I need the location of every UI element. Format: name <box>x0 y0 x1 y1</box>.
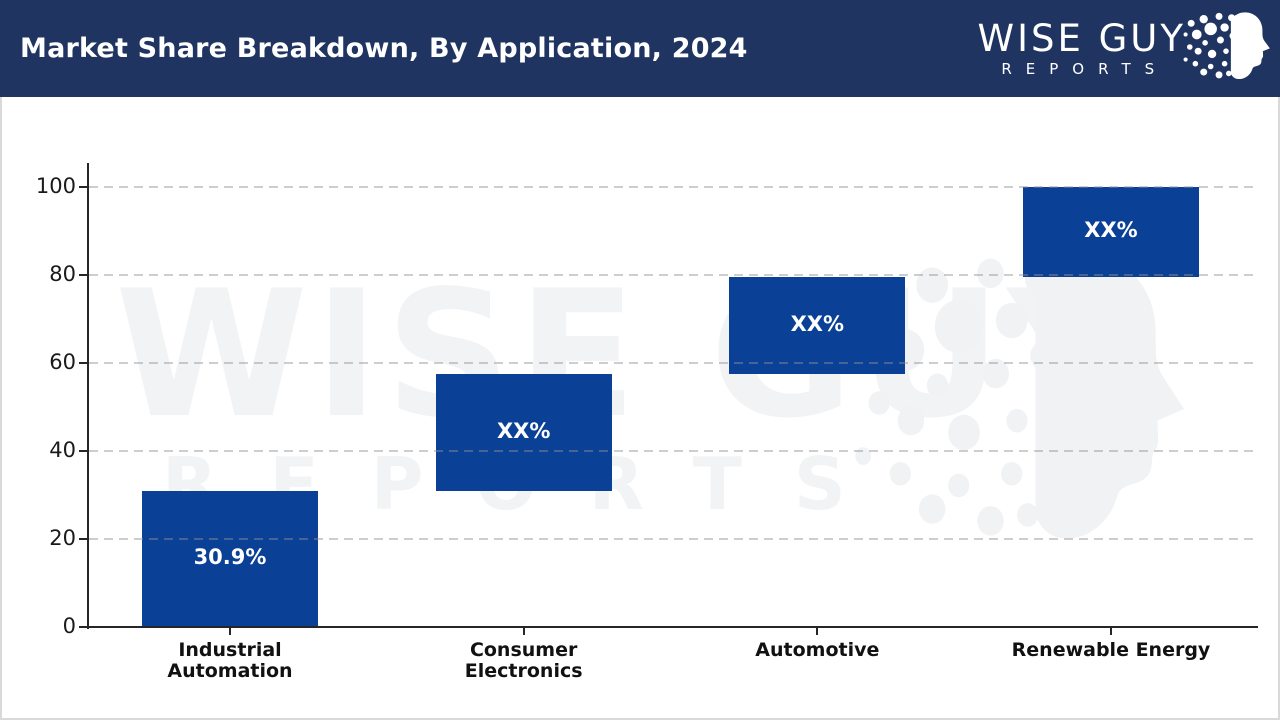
y-tick-mark <box>79 362 87 364</box>
y-tick-mark <box>79 538 87 540</box>
y-tick-label: 20 <box>49 526 76 550</box>
dotted-head-logo-icon <box>1180 8 1272 90</box>
bar-segment <box>1023 187 1199 278</box>
gridline <box>89 538 1258 540</box>
bar-value-label: 30.9% <box>193 545 267 570</box>
bar-value-label: XX% <box>790 311 845 336</box>
x-tick-mark <box>522 628 525 635</box>
x-category-label-line: Industrial <box>178 639 282 661</box>
y-tick-label: 40 <box>49 438 76 462</box>
y-tick-label: 100 <box>35 174 76 198</box>
y-tick-mark <box>79 274 87 276</box>
x-category-label-line: Renewable Energy <box>1011 639 1211 661</box>
x-tick-mark <box>816 628 819 635</box>
y-axis-line <box>87 163 89 629</box>
x-category-label-line: Automation <box>167 660 293 682</box>
gridline <box>89 274 1258 276</box>
page-border-right <box>1278 97 1280 720</box>
bar-segment <box>435 374 612 492</box>
bar-segment <box>142 491 318 627</box>
bar-segment <box>729 277 906 374</box>
x-category-label: Consumer Electronics <box>404 640 644 682</box>
brand-logo: WISE GUY REPORTS <box>978 8 1280 90</box>
brand-logo-text: WISE GUY REPORTS <box>978 20 1186 78</box>
x-category-label: Renewable Energy <box>991 640 1231 661</box>
bar-value-label: XX% <box>1084 218 1138 243</box>
page-border-bottom <box>0 718 1280 720</box>
y-tick-label: 80 <box>49 262 76 286</box>
bar-value-label: XX% <box>496 418 551 443</box>
gridline <box>89 450 1258 452</box>
y-tick-mark <box>79 626 87 628</box>
x-category-label: Industrial Automation <box>110 640 350 682</box>
x-tick-mark <box>1110 628 1112 635</box>
gridline <box>89 186 1258 188</box>
y-tick-label: 0 <box>62 614 76 638</box>
x-category-label: Automotive <box>697 640 937 661</box>
header-bar: Market Share Breakdown, By Application, … <box>0 0 1280 97</box>
x-category-label-line: Electronics <box>464 660 583 682</box>
y-tick-label: 60 <box>49 350 76 374</box>
page-border-left <box>0 97 2 720</box>
brand-subtext: REPORTS <box>1001 59 1169 78</box>
page-title: Market Share Breakdown, By Application, … <box>20 33 748 64</box>
watermark-wordmark: WISE GUY <box>115 254 1141 457</box>
watermark-head-icon <box>842 238 1192 572</box>
x-axis-line <box>87 626 1258 628</box>
y-tick-mark <box>79 186 87 188</box>
x-category-label-line: Consumer <box>469 639 578 661</box>
x-category-label-line: Automotive <box>755 639 880 661</box>
gridline <box>89 362 1258 364</box>
y-tick-mark <box>79 450 87 452</box>
brand-wordmark: WISE GUY <box>977 16 1186 60</box>
x-tick-mark <box>229 628 231 635</box>
